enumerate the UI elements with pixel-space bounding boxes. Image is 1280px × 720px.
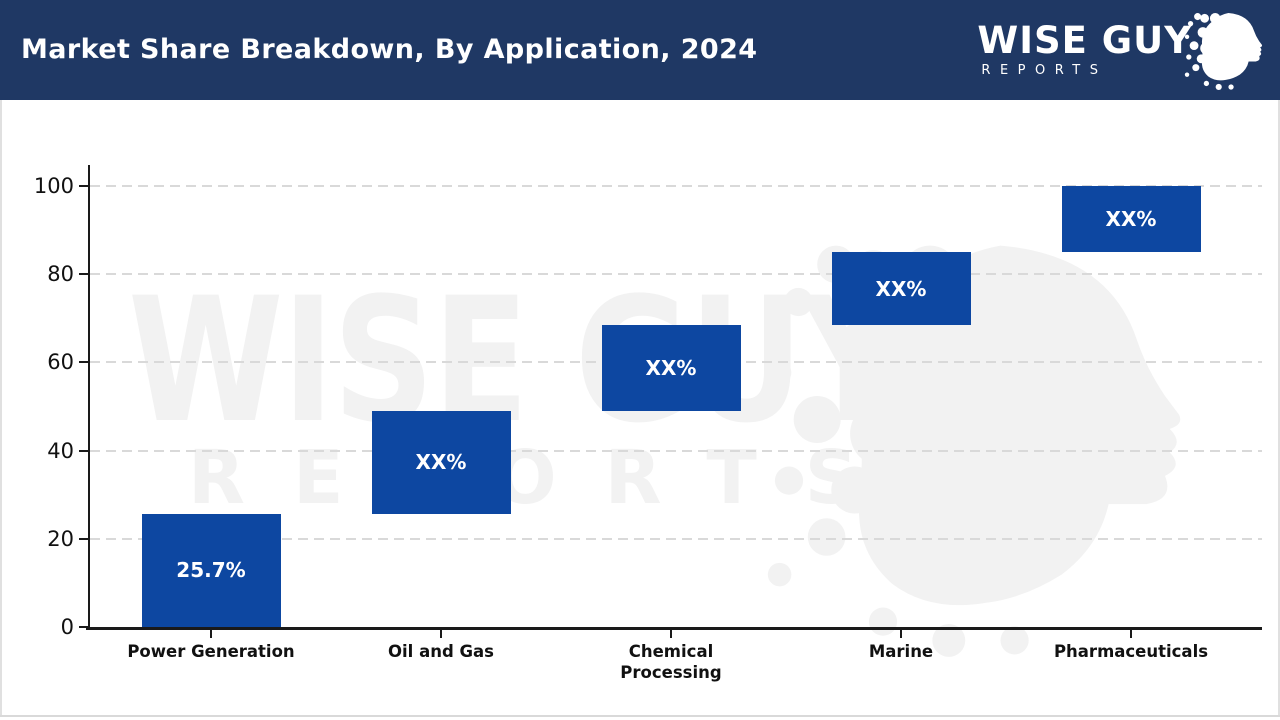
bar-power-generation: 25.7%	[141, 513, 281, 627]
x-tick-mark	[210, 630, 212, 638]
watermark: WISE GUY REPORTS	[0, 100, 1280, 716]
y-axis-line	[88, 165, 90, 630]
y-tick-mark	[79, 273, 88, 276]
y-gridline	[90, 449, 1262, 452]
bar-pharmaceuticals: XX%	[1061, 186, 1201, 253]
x-tick-mark	[670, 630, 672, 638]
watermark-text: WISE GUY	[128, 260, 904, 461]
x-tick-label: Pharmaceuticals	[1053, 642, 1209, 661]
bar-oil-and-gas: XX%	[371, 410, 511, 514]
wise-guy-reports-logo: WISE GUY REPORTS	[977, 6, 1270, 94]
bar-marine: XX%	[831, 252, 971, 325]
x-tick-label: Marine	[868, 642, 934, 661]
y-tick-mark	[79, 361, 88, 364]
y-gridline	[90, 273, 1262, 276]
x-tick-label: Chemical Processing	[620, 642, 722, 682]
x-tick-label: Oil and Gas	[387, 642, 495, 661]
page-title: Market Share Breakdown, By Application, …	[21, 34, 758, 65]
y-tick-label: 60	[47, 350, 74, 375]
logo-subtitle: REPORTS	[981, 63, 1108, 78]
bar-value-label: 25.7%	[176, 558, 246, 583]
x-axis-line	[86, 627, 1262, 630]
bar-value-label: XX%	[1105, 207, 1157, 232]
y-tick-label: 0	[60, 615, 74, 639]
y-tick-mark	[79, 626, 88, 628]
logo-name: WISE GUY	[977, 19, 1192, 62]
x-tick-mark	[900, 630, 902, 638]
y-tick-label: 80	[47, 262, 74, 287]
x-tick-label: Power Generation	[127, 642, 295, 661]
y-gridline	[90, 537, 1262, 540]
y-gridline	[90, 185, 1262, 187]
y-tick-label: 40	[47, 438, 74, 463]
bar-chemical-processing: XX%	[601, 324, 741, 411]
x-tick-mark	[1130, 630, 1132, 638]
y-tick-label: 100	[33, 174, 74, 198]
bar-value-label: XX%	[645, 355, 697, 380]
watermark-subtext: REPORTS	[188, 435, 907, 521]
left-edge-border	[0, 100, 2, 717]
right-edge-border	[1278, 100, 1280, 717]
x-tick-mark	[440, 630, 442, 638]
y-tick-label: 20	[47, 526, 74, 551]
bottom-border	[0, 715, 1280, 717]
bar-value-label: XX%	[875, 276, 927, 301]
y-tick-mark	[79, 185, 88, 187]
bar-value-label: XX%	[415, 450, 467, 475]
y-tick-mark	[79, 449, 88, 452]
y-tick-mark	[79, 537, 88, 540]
header-bar: Market Share Breakdown, By Application, …	[0, 0, 1280, 100]
